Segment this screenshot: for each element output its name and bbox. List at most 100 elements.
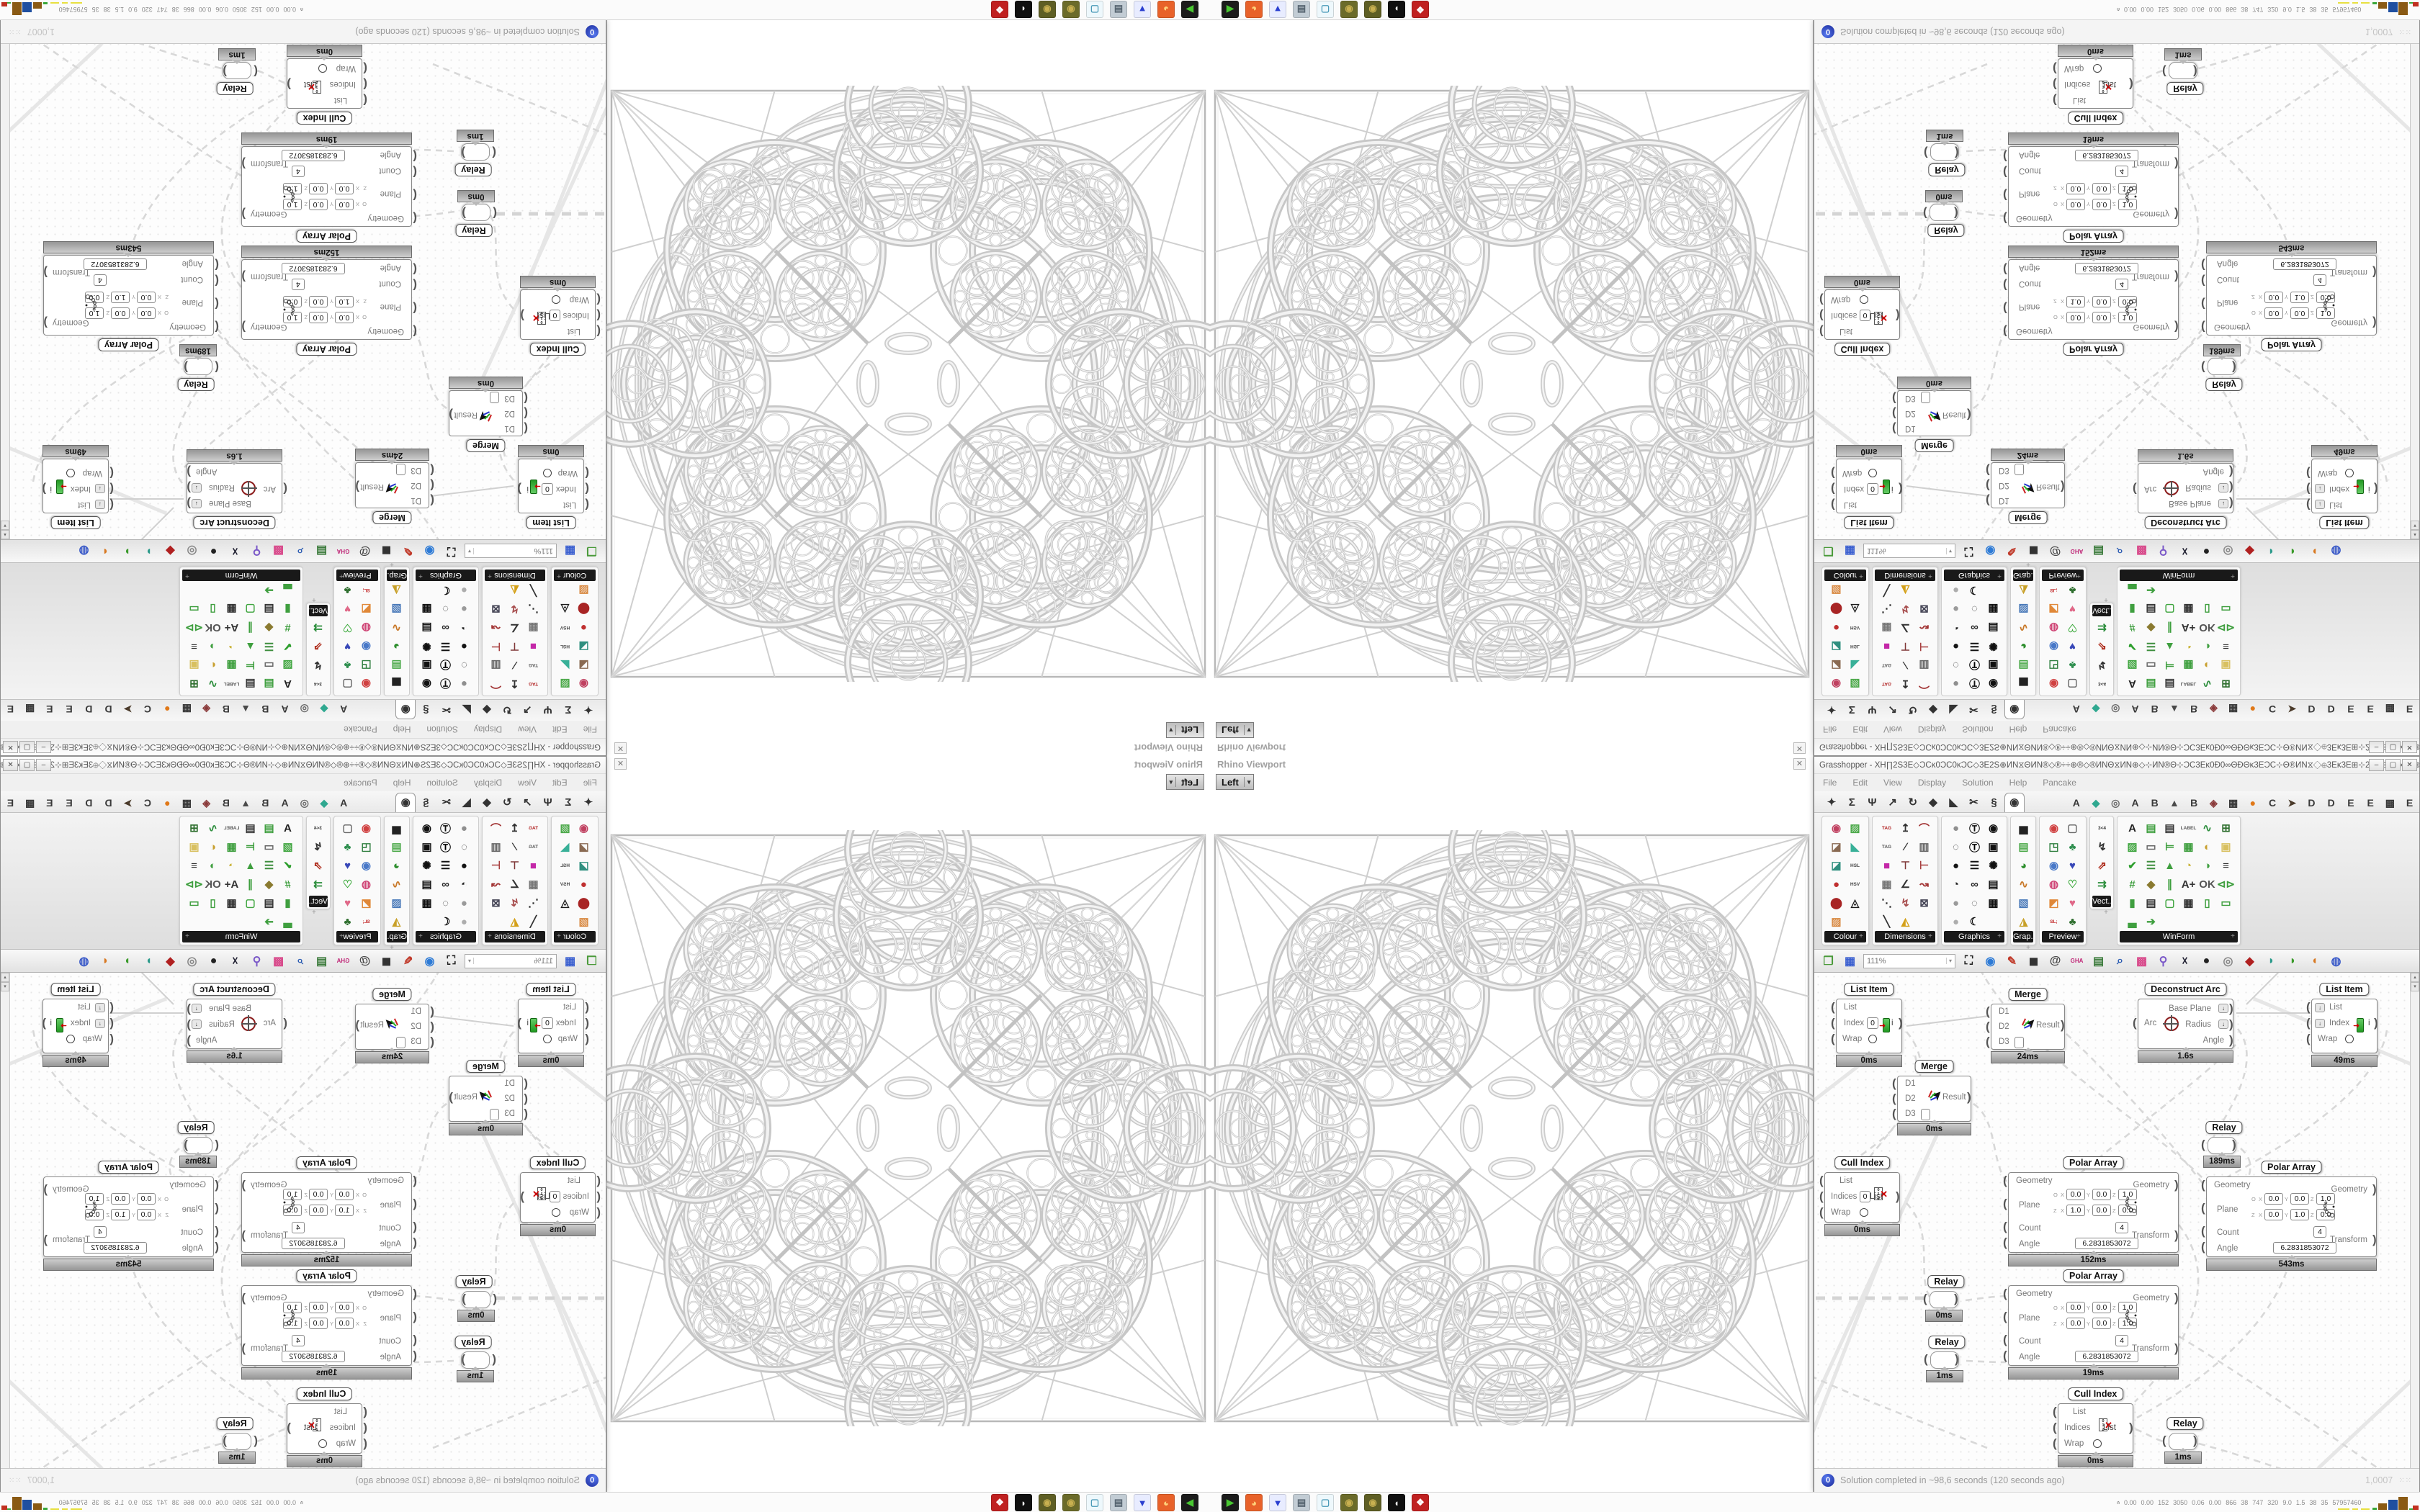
component-icon[interactable]: ✔ — [2128, 860, 2137, 872]
maximize-icon[interactable]: ▢ — [19, 741, 35, 753]
coin-icon-2[interactable]: ◉ — [1039, 1494, 1056, 1511]
component-icon[interactable]: ⌒ — [490, 677, 502, 690]
chevron-up-icon[interactable]: » — [2114, 1500, 2122, 1505]
component-icon[interactable]: ▢ — [342, 822, 353, 834]
component-icon[interactable]: ◳ — [2048, 659, 2059, 671]
component-icon[interactable]: ▤ — [264, 897, 274, 909]
tab-plugin-11[interactable]: ➤ — [123, 797, 133, 809]
component-icon[interactable]: ∿ — [208, 822, 218, 834]
component-icon[interactable]: HSV — [1850, 881, 1860, 887]
zoom-extents-button[interactable]: ⛶ — [447, 954, 456, 967]
tab-plugin-12[interactable]: D — [2308, 797, 2316, 809]
tab-vector[interactable]: ↗ — [1888, 796, 1897, 809]
component-icon[interactable]: ⇉ — [2097, 878, 2107, 891]
ball-orange-button[interactable]: ◖ — [102, 545, 109, 558]
menu-item-view[interactable]: View — [518, 778, 537, 788]
component-icon[interactable]: ✺ — [422, 860, 431, 872]
tab-plugin-14[interactable]: E — [2347, 703, 2354, 715]
internalise-button[interactable]: @ — [359, 545, 371, 558]
component-icon[interactable]: ◌ — [461, 840, 467, 853]
tab-plugin-2[interactable]: ◎ — [300, 703, 309, 715]
component-icon[interactable]: ◭ — [1901, 584, 1910, 596]
component-icon[interactable]: ⋱ — [528, 897, 539, 909]
sphere-rings-button[interactable]: ◎ — [2223, 955, 2233, 968]
scroll-up-icon[interactable]: ▴ — [1, 973, 9, 982]
component-icon[interactable]: ◔ — [228, 640, 236, 653]
component-icon[interactable]: ⇉ — [313, 878, 323, 891]
component-icon[interactable]: ◉ — [361, 640, 372, 652]
tab-sets[interactable]: Ψ — [1868, 796, 1877, 809]
cluster-gift-button[interactable]: ▩ — [2136, 955, 2148, 968]
component-icon[interactable]: ⊠ — [1919, 603, 1929, 615]
component-icon[interactable]: ◕ — [393, 859, 400, 872]
tab-intersect[interactable]: ✂ — [1969, 796, 1978, 809]
component-icon[interactable]: ◉ — [578, 822, 589, 834]
component-icon[interactable]: ╲ — [529, 584, 537, 596]
save-file-button[interactable]: ▦ — [1844, 955, 1856, 968]
component-icon[interactable]: ● — [1952, 603, 1960, 616]
component-icon[interactable]: ↥ — [510, 822, 519, 834]
menu-item-solution[interactable]: Solution — [1962, 724, 1994, 734]
component-icon[interactable]: A+ — [2181, 878, 2196, 891]
component-icon[interactable]: ◉ — [1988, 678, 1999, 690]
cat-icon[interactable]: ◖ — [1388, 1494, 1405, 1511]
paint-wire-button[interactable]: ✎ — [403, 544, 413, 557]
component-icon[interactable]: Ⓣ — [440, 822, 452, 835]
component-icon[interactable]: ♥ — [344, 859, 351, 872]
node-polararray[interactable]: Polar Array(Geometry(Plane O X 0.0 Y 0.0 Z 1.0 Z… — [2003, 1156, 2179, 1266]
component-icon[interactable]: ◭ — [510, 584, 519, 596]
component-icon[interactable]: ◉ — [361, 678, 372, 690]
component-icon[interactable]: ↯ — [510, 897, 519, 909]
component-icon[interactable]: ↝ — [1919, 621, 1929, 634]
component-icon[interactable]: ☾ — [1969, 916, 1980, 928]
component-icon[interactable]: ▮ — [2129, 603, 2136, 615]
component-icon[interactable]: ♣ — [2069, 915, 2076, 928]
tab-plugin-7[interactable]: ◈ — [202, 703, 211, 715]
component-icon[interactable]: ⊨ — [2164, 659, 2175, 671]
tab-plugin-8[interactable]: ▦ — [182, 703, 192, 715]
component-icon[interactable]: ▦ — [1881, 621, 1892, 634]
component-icon[interactable]: ◍ — [361, 621, 372, 634]
component-icon[interactable]: ▨ — [1831, 916, 1842, 928]
zoom-extents-button[interactable]: ⛶ — [447, 545, 456, 558]
tab-plugin-8[interactable]: ▦ — [2228, 703, 2238, 715]
coin-icon-2[interactable]: ◉ — [1039, 1, 1056, 18]
gem-teal-button[interactable]: ◗ — [145, 545, 153, 558]
component-icon[interactable]: ▤ — [2018, 841, 2029, 853]
component-icon[interactable]: ∥ — [2166, 878, 2173, 891]
component-icon[interactable]: ◔ — [228, 859, 236, 872]
tab-maths[interactable]: Σ — [565, 796, 572, 809]
tab-plugin-10[interactable]: C — [2268, 797, 2277, 809]
component-icon[interactable]: ⇉ — [2097, 621, 2107, 634]
tab-plugin-13[interactable]: D — [2327, 797, 2335, 809]
component-icon[interactable]: ▤ — [2146, 603, 2156, 615]
documents-icon[interactable]: ▤ — [1110, 1494, 1127, 1511]
component-icon[interactable]: ◭ — [1901, 916, 1910, 928]
documents-icon[interactable]: ▤ — [1110, 1, 1127, 18]
component-icon[interactable]: HSV — [1850, 625, 1860, 631]
component-icon[interactable]: ▭ — [2220, 603, 2231, 615]
component-icon[interactable]: ▲ — [2164, 859, 2175, 872]
component-icon[interactable]: ▃ — [2128, 584, 2137, 596]
minimize-icon[interactable]: – — [2369, 759, 2384, 771]
save-floppy-icon[interactable]: ▼ — [1269, 1494, 1286, 1511]
component-icon[interactable]: ◮ — [2019, 916, 2028, 928]
minimize-icon[interactable]: – — [36, 741, 51, 753]
component-icon[interactable]: ♥ — [2069, 640, 2076, 653]
component-icon[interactable]: TAG — [1881, 844, 1892, 850]
component-icon[interactable]: ▤ — [2164, 678, 2175, 690]
tab-intersect[interactable]: ✂ — [1969, 703, 1978, 716]
component-icon[interactable]: ↝ — [491, 878, 501, 891]
component-icon[interactable]: ▤ — [1988, 878, 1999, 891]
tab-plugin-17[interactable]: E — [2406, 797, 2414, 809]
component-icon[interactable]: ▤ — [2146, 822, 2156, 834]
component-icon[interactable]: ▥ — [490, 841, 501, 853]
save-floppy-icon[interactable]: ▼ — [1134, 1494, 1151, 1511]
component-icon[interactable]: ● — [1952, 678, 1960, 690]
paint-wire-button[interactable]: ✎ — [403, 955, 413, 968]
node-merge[interactable]: Merge(D1(D2(D3 ➤ Result) 0ms — [1892, 1060, 1971, 1135]
menu-item-pancake[interactable]: Pancake — [2043, 778, 2076, 788]
component-icon[interactable]: ▨ — [282, 841, 293, 853]
menu-item-solution[interactable]: Solution — [426, 778, 458, 788]
